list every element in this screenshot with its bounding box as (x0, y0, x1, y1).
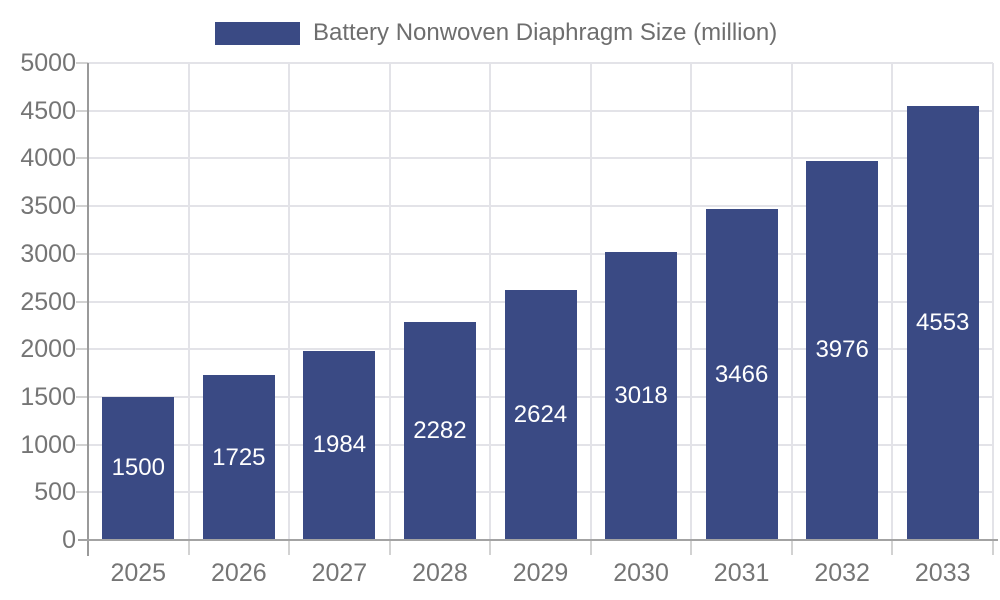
x-axis-label-2026: 2026 (211, 559, 267, 587)
y-axis-label-1500: 1500 (20, 382, 76, 411)
y-axis-tick (76, 109, 88, 112)
y-axis-label-4000: 4000 (20, 144, 76, 173)
gridline-vertical (187, 63, 190, 540)
x-axis-tick (288, 540, 291, 555)
x-axis-tick (992, 540, 994, 555)
y-axis-label-5000: 5000 (20, 49, 76, 77)
x-axis-tick (388, 540, 391, 555)
bar-2027: 1984 (303, 350, 376, 540)
x-axis-label-2031: 2031 (713, 559, 770, 587)
x-axis-label-2032: 2032 (814, 559, 870, 587)
x-axis-label-2029: 2029 (512, 559, 569, 587)
legend-swatch-icon (215, 21, 300, 45)
y-axis-label-3500: 3500 (20, 192, 76, 221)
y-axis-label-500: 500 (34, 478, 76, 507)
gridline-vertical (790, 63, 793, 540)
x-axis-label-2033: 2033 (914, 559, 971, 587)
bar-2031: 3466 (705, 209, 778, 540)
x-axis-tick (790, 540, 793, 555)
y-axis-line (87, 63, 89, 556)
bar-2029: 2624 (504, 289, 577, 540)
y-axis-tick (76, 157, 88, 160)
gridline-vertical (589, 63, 592, 540)
bar-2026: 1725 (202, 375, 275, 540)
bar-2025: 1500 (102, 396, 175, 540)
bar-value-label: 3018 (614, 382, 668, 410)
y-axis-label-2000: 2000 (20, 335, 76, 364)
bar-value-label: 3976 (815, 336, 869, 364)
x-axis-tick (690, 540, 693, 555)
x-axis-line (78, 539, 998, 541)
y-axis-tick (76, 348, 88, 351)
legend-item[interactable]: Battery Nonwoven Diaphragm Size (million… (215, 19, 777, 47)
bar-value-label: 1500 (111, 454, 165, 482)
gridline-horizontal (88, 62, 993, 64)
y-axis-tick (76, 491, 88, 494)
x-axis-tick (589, 540, 592, 555)
bar-value-label: 2624 (513, 400, 568, 428)
y-axis-tick (76, 62, 88, 64)
bar-2030: 3018 (605, 252, 678, 540)
x-axis-label-2027: 2027 (311, 559, 368, 587)
gridline-horizontal (88, 109, 993, 112)
y-axis-tick (76, 252, 88, 255)
y-axis-tick (76, 395, 88, 398)
bar-2032: 3976 (806, 160, 879, 540)
y-axis-label-2500: 2500 (20, 287, 76, 316)
x-axis-label-2028: 2028 (412, 559, 468, 587)
gridline-vertical (690, 63, 693, 540)
y-axis-tick (76, 443, 88, 446)
bar-value-label: 4553 (916, 308, 970, 336)
x-axis-tick (891, 540, 894, 555)
x-axis-label-2030: 2030 (613, 559, 669, 587)
bar-value-label: 3466 (714, 360, 769, 388)
x-axis-tick (489, 540, 492, 555)
y-axis-tick (76, 205, 88, 208)
gridline-vertical (388, 63, 391, 540)
gridline-horizontal (88, 205, 993, 208)
gridline-vertical (489, 63, 492, 540)
bar-value-label: 1725 (212, 443, 266, 471)
x-axis-label-2025: 2025 (110, 559, 167, 587)
y-axis-label-4500: 4500 (20, 96, 76, 125)
bar-value-label: 2282 (413, 417, 467, 445)
y-axis-label-0: 0 (62, 526, 76, 554)
y-axis-tick (76, 300, 88, 303)
gridline-vertical (992, 63, 994, 540)
y-axis-label-1000: 1000 (20, 430, 76, 459)
legend-label: Battery Nonwoven Diaphragm Size (million… (313, 19, 778, 46)
y-axis-label-3000: 3000 (20, 239, 76, 268)
gridline-horizontal (88, 252, 993, 255)
bar-value-label: 1984 (312, 431, 367, 459)
x-axis-tick (187, 540, 190, 555)
gridline-vertical (891, 63, 894, 540)
gridline-horizontal (88, 157, 993, 160)
bar-2033: 4553 (906, 105, 979, 540)
bar-2028: 2282 (403, 322, 476, 540)
gridline-vertical (288, 63, 291, 540)
